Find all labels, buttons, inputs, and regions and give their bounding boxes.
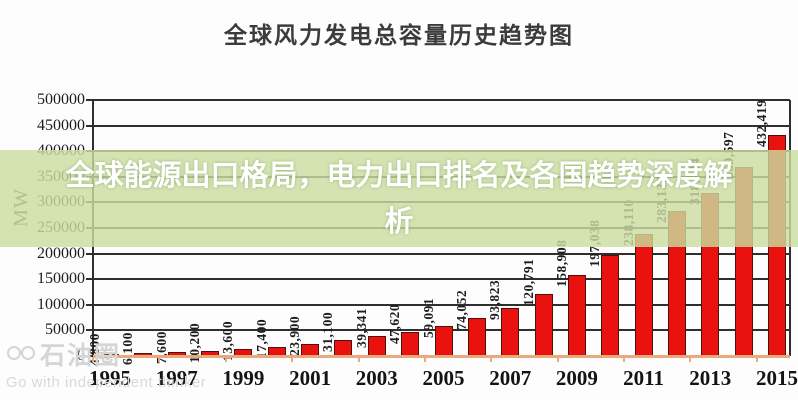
x-axis-tick [224,357,227,362]
watermark-brand-text: 石油圈 [40,342,122,370]
bar-value-label: 59,091 [420,297,436,338]
x-axis-tick [689,357,692,362]
x-axis-tick [291,357,294,362]
x-axis-baseline [93,355,790,358]
x-tick-label: 2015 [756,366,798,390]
y-axis-tick [86,252,93,255]
x-tick-label: 1999 [222,366,265,390]
y-tick-label: 0 [77,347,85,364]
bar [601,255,620,356]
y-axis-tick [86,278,93,281]
x-axis-tick [623,357,626,362]
bar [501,307,520,356]
watermark-tagline-text: Go with independent thinker [6,374,207,391]
x-tick-label: 1995 [89,366,131,390]
bar-value-label: 47,620 [387,303,403,344]
headline-overlay-text: 全球能源出口格局，电力出口排名及各国趋势深度解析 [65,159,733,238]
watermark-logo-icon [6,342,36,367]
x-tick-label: 2007 [489,366,532,390]
x-axis-tick [92,357,94,362]
x-axis-tick [158,357,161,362]
x-axis-tick [357,357,360,362]
bar-value-label: 31,100 [320,311,336,353]
y-tick-label: 450000 [37,116,85,134]
x-tick-label: 2013 [689,366,732,390]
bar-value-label: 17,400 [253,318,269,360]
x-tick-label: 2009 [555,366,598,390]
y-axis-tick [86,303,93,306]
gridline [93,303,790,306]
y-axis-tick [86,329,93,332]
y-tick-label: 50000 [45,321,85,339]
x-tick-label: 2005 [422,366,465,390]
headline-overlay-band: 全球能源出口格局，电力出口排名及各国趋势深度解析 [0,150,798,247]
bar [567,274,586,356]
bar [634,234,653,356]
bar [534,294,553,356]
gridline [93,252,790,255]
gridline [93,124,790,127]
gridline [93,278,790,281]
bar [467,318,486,356]
bar [434,325,453,356]
watermark: 石油圈 Go with independent thinker [6,336,206,391]
y-tick-label: 150000 [37,270,85,288]
bar-value-label: 23,900 [287,315,303,356]
x-tick-label: 1997 [155,366,198,390]
x-axis-tick [755,357,758,362]
x-axis-tick [490,357,493,362]
y-axis-tick [86,355,93,357]
bar [334,340,353,356]
x-axis-tick [423,357,426,362]
y-tick-label: 200000 [37,244,85,262]
x-tick-label: 2003 [355,366,398,390]
bar-value-label: 93,823 [487,279,503,320]
y-axis-tick [86,99,93,101]
x-tick-label: 2001 [289,366,332,390]
x-tick-label: 2011 [623,366,665,390]
gridline [93,99,790,101]
bar-value-label: 39,341 [353,307,369,348]
bar [401,331,420,356]
chart-title: 全球风力发电总容量历史趋势图 [224,22,574,48]
bar [367,335,386,356]
y-tick-label: 100000 [37,295,85,313]
y-tick-label: 500000 [37,91,85,108]
bar-value-label: 74,052 [453,289,469,331]
x-axis-tick [556,357,559,362]
y-axis-tick [86,124,93,127]
bar-value-label: 120,791 [520,258,536,307]
bar-value-label: 432,419 [754,99,769,147]
